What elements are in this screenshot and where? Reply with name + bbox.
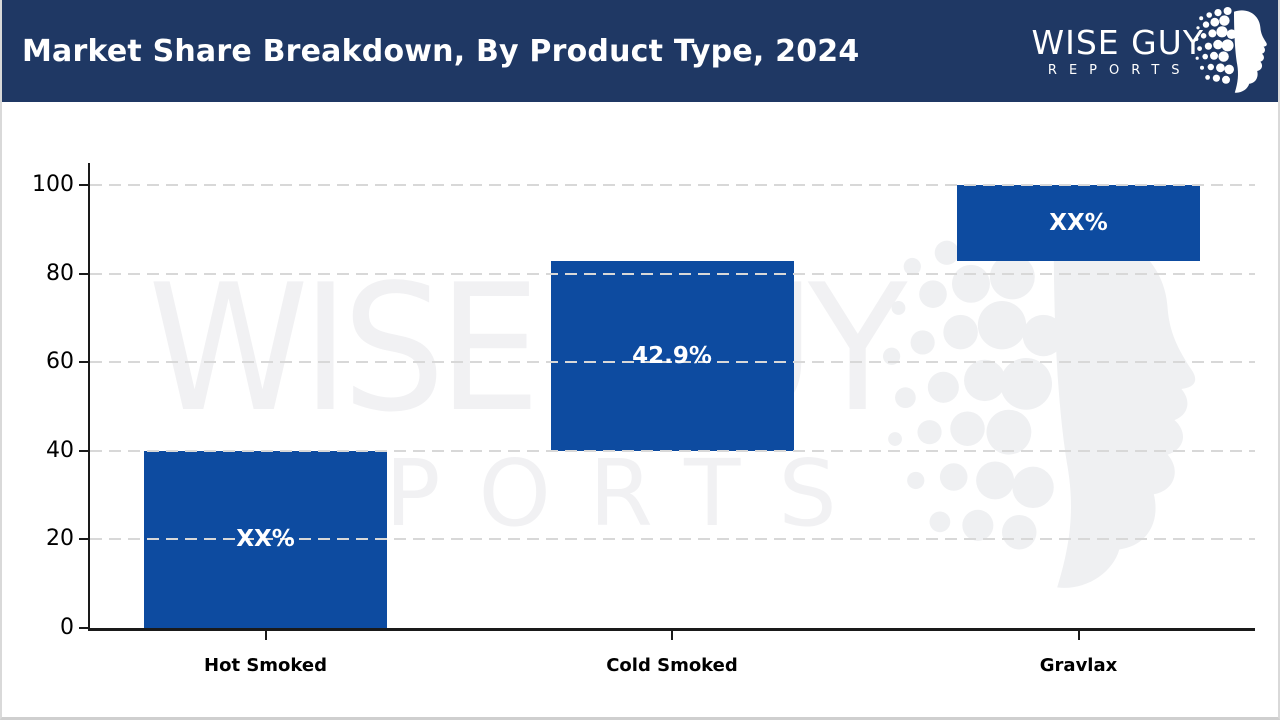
bar-cold-smoked	[550, 260, 794, 451]
x-axis-tick	[671, 631, 673, 640]
gridline	[90, 361, 1255, 364]
y-axis-tick-label: 40	[46, 437, 74, 463]
bar-value-label: 42.9%	[632, 342, 712, 369]
y-axis-tick-label: 80	[46, 260, 74, 286]
x-axis-category-label: Gravlax	[1039, 655, 1118, 676]
gridline	[90, 538, 1255, 541]
y-axis-tick-label: 20	[46, 526, 74, 552]
bar-value-label: XX%	[236, 526, 295, 553]
y-axis-tick-label: 60	[46, 349, 74, 375]
gridline	[90, 184, 1255, 186]
y-axis-tick	[79, 538, 88, 541]
x-axis-category-label: Hot Smoked	[204, 655, 327, 676]
x-axis-tick	[1077, 631, 1080, 640]
y-axis-tick	[79, 449, 88, 452]
x-axis-tick	[264, 631, 267, 640]
logo-text: WISE GUY REPORTS	[1031, 26, 1204, 77]
y-axis-tick-label: 100	[32, 172, 74, 197]
gridline	[90, 449, 1255, 452]
gridline	[90, 272, 1255, 275]
bar-gravlax	[957, 185, 1200, 261]
plot-area: 0 20 40 60 80 100 Hot Smoked Cold Smoked Gravlax…	[32, 163, 1255, 676]
y-axis-tick-label: 0	[60, 615, 74, 640]
logo-wordmark: WISE GUY	[1031, 22, 1204, 62]
wiseguy-logo: WISE GUY REPORTS	[1031, 7, 1278, 95]
bar-value-label: XX%	[1049, 209, 1108, 236]
header-bar: Market Share Breakdown, By Product Type,…	[2, 0, 1278, 102]
y-axis-tick	[79, 272, 88, 275]
page-title: Market Share Breakdown, By Product Type,…	[22, 33, 860, 69]
y-axis-tick	[79, 184, 88, 186]
y-axis-tick	[79, 627, 88, 629]
wiseguy-head-icon	[1194, 7, 1267, 93]
logo-subtext: REPORTS	[1047, 62, 1192, 78]
x-axis-category-label: Cold Smoked	[606, 655, 738, 676]
y-axis-tick	[79, 361, 88, 364]
